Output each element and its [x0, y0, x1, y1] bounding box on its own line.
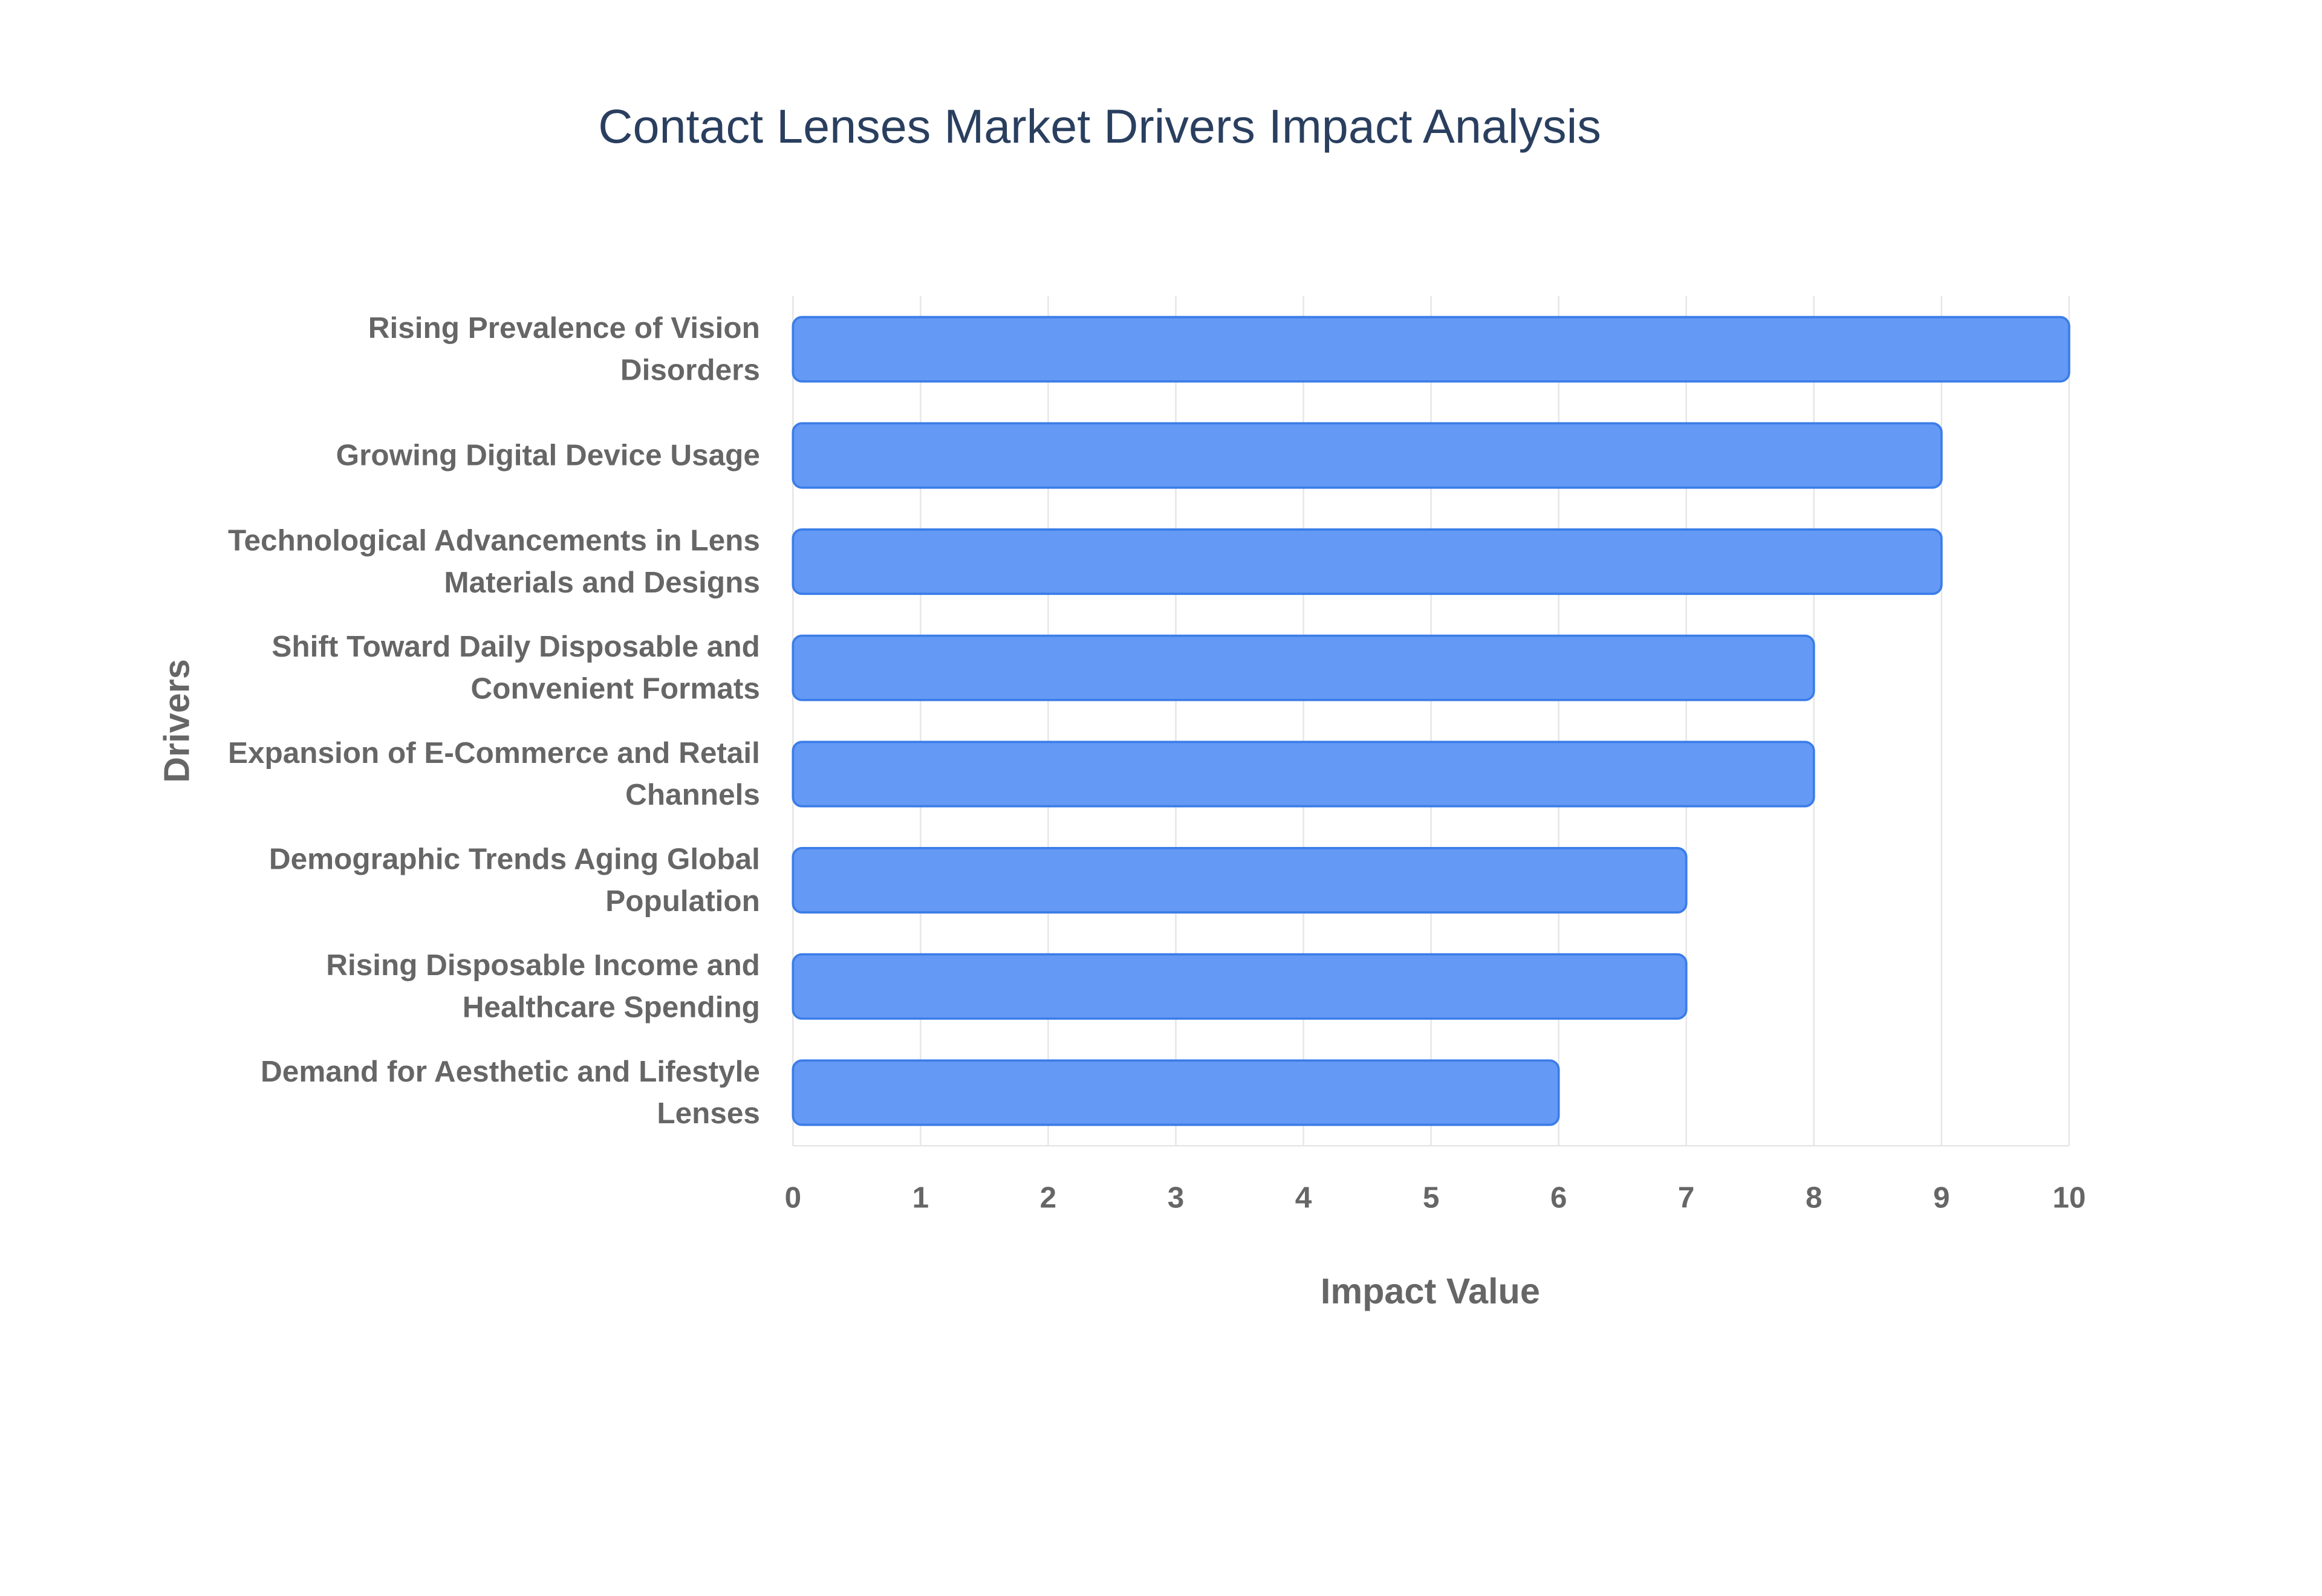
y-tick-label-box: Shift Toward Daily Disposable and Conven…: [272, 630, 760, 706]
x-tick-label: 7: [1678, 1181, 1695, 1214]
y-tick-label-box: Rising Prevalence of Vision Disorders: [368, 311, 760, 387]
x-tick-label: 6: [1550, 1181, 1567, 1214]
y-tick-label: Shift Toward Daily Disposable and Conven…: [272, 630, 760, 706]
y-axis-title: Drivers: [157, 659, 197, 783]
x-tick-label: 5: [1423, 1181, 1440, 1214]
y-tick-label-box: Expansion of E-Commerce and Retail Chann…: [227, 736, 760, 812]
y-tick-label: Demand for Aesthetic and Lifestyle Lense…: [261, 1055, 760, 1130]
x-tick-label: 1: [912, 1181, 929, 1214]
bar: [792, 316, 2070, 383]
y-tick-label-box: Growing Digital Device Usage: [336, 439, 760, 472]
x-tick-label: 9: [1933, 1181, 1950, 1214]
y-tick-label-box: Rising Disposable Income and Healthcare …: [326, 949, 760, 1024]
x-tick-label: 10: [2052, 1181, 2086, 1214]
bar: [792, 422, 1943, 489]
x-tick-label: 0: [785, 1181, 802, 1214]
y-tick-label: Demographic Trends Aging Global Populati…: [268, 843, 760, 918]
y-tick-label: Growing Digital Device Usage: [336, 439, 760, 472]
x-tick-label: 2: [1040, 1181, 1057, 1214]
x-axis-title: Impact Value: [1321, 1271, 1540, 1311]
bar: [792, 953, 1688, 1020]
x-tick-label: 4: [1295, 1181, 1312, 1214]
x-tick-label: 3: [1168, 1181, 1185, 1214]
bar: [792, 528, 1943, 595]
y-tick-label: Rising Prevalence of Vision Disorders: [368, 311, 760, 387]
y-tick-label-box: Demand for Aesthetic and Lifestyle Lense…: [261, 1055, 760, 1130]
bar: [792, 741, 1815, 808]
y-tick-label: Rising Disposable Income and Healthcare …: [326, 949, 760, 1024]
y-tick-label: Expansion of E-Commerce and Retail Chann…: [227, 736, 760, 812]
bar: [792, 634, 1815, 701]
bar: [792, 847, 1688, 914]
chart-title: Contact Lenses Market Drivers Impact Ana…: [598, 99, 1601, 153]
y-tick-label-box: Demographic Trends Aging Global Populati…: [268, 843, 760, 918]
bar: [792, 1059, 1560, 1126]
y-tick-label-box: Technological Advancements in Lens Mater…: [227, 524, 760, 599]
y-tick-label: Technological Advancements in Lens Mater…: [227, 524, 760, 599]
x-tick-label: 8: [1806, 1181, 1823, 1214]
